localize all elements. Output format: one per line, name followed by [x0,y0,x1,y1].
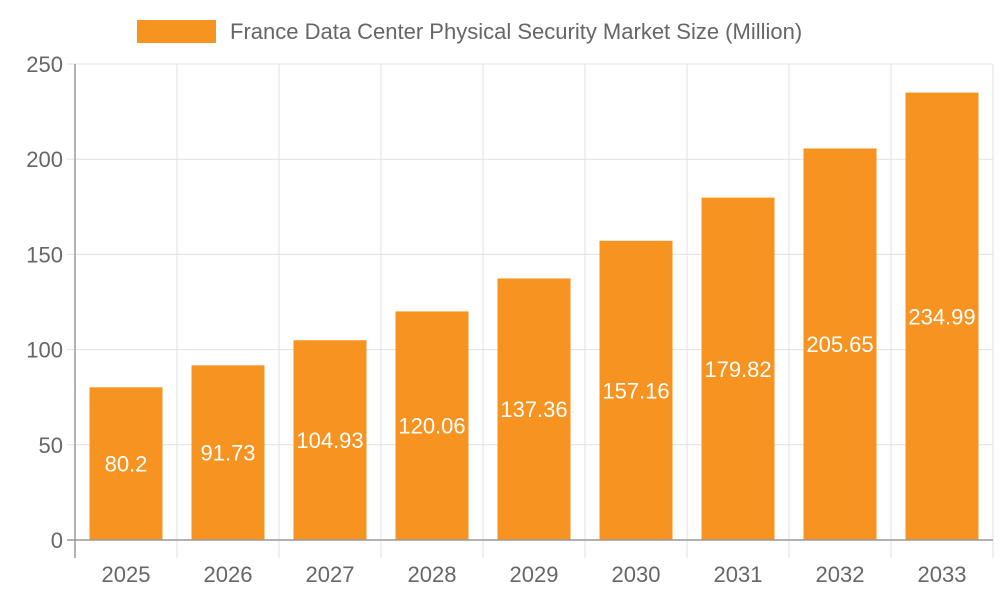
y-tick-label: 150 [26,242,63,267]
x-tick-label: 2032 [816,562,865,587]
data-label: 120.06 [398,414,465,439]
bar-2027 [293,340,367,540]
y-tick-label: 0 [51,528,63,553]
y-tick-label: 100 [26,338,63,363]
y-tick-label: 250 [26,52,63,77]
data-label: 80.2 [105,452,148,477]
data-label: 91.73 [200,441,255,466]
x-tick-label: 2033 [918,562,967,587]
bar-2029 [497,278,571,540]
x-tick-label: 2029 [510,562,559,587]
data-label: 104.93 [296,428,363,453]
x-tick-label: 2026 [204,562,253,587]
bar-2025 [89,387,163,540]
x-tick-label: 2025 [102,562,151,587]
data-label: 137.36 [500,397,567,422]
bar-2032 [803,148,877,541]
bar-2033 [905,92,979,540]
data-label: 179.82 [704,357,771,382]
x-tick-label: 2027 [306,562,355,587]
legend-swatch [137,20,216,43]
x-tick-label: 2030 [612,562,661,587]
data-label: 205.65 [806,332,873,357]
legend-label: France Data Center Physical Security Mar… [230,19,802,44]
y-tick-label: 50 [39,433,63,458]
bar-2030 [599,240,673,540]
bar-2028 [395,311,469,540]
legend[interactable]: France Data Center Physical Security Mar… [137,19,802,44]
data-label: 157.16 [602,378,669,403]
x-tick-label: 2031 [714,562,763,587]
y-tick-label: 200 [26,147,63,172]
data-label: 234.99 [908,304,975,329]
bar-2031 [701,197,775,540]
x-tick-label: 2028 [408,562,457,587]
bar-2026 [191,365,265,540]
